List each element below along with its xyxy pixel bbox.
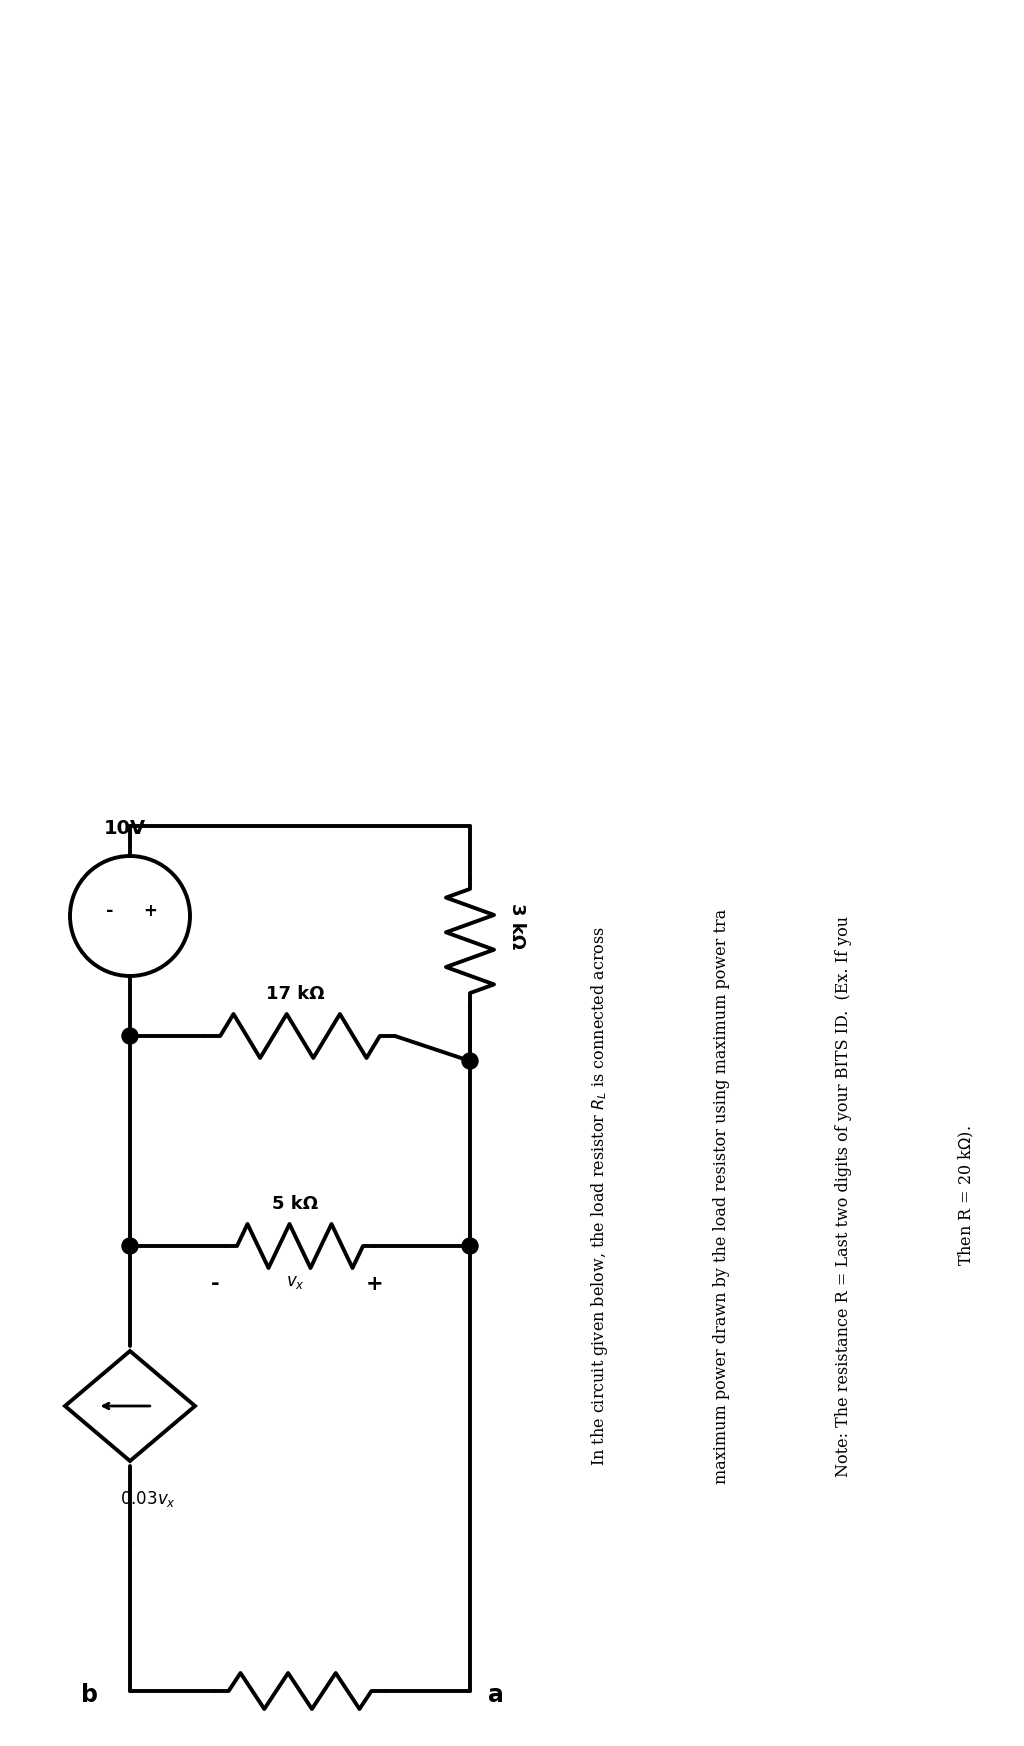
Text: +: + <box>367 1275 384 1294</box>
Text: 5 kΩ: 5 kΩ <box>272 1194 318 1213</box>
Text: b: b <box>81 1683 98 1708</box>
Circle shape <box>122 1028 138 1044</box>
Text: 3 kΩ: 3 kΩ <box>508 903 526 950</box>
Text: $v_x$: $v_x$ <box>286 1273 304 1290</box>
Text: 10V: 10V <box>104 819 146 838</box>
Text: maximum power drawn by the load resistor using maximum power tra: maximum power drawn by the load resistor… <box>714 908 730 1484</box>
Circle shape <box>462 1053 478 1069</box>
Text: -: - <box>211 1275 219 1294</box>
Circle shape <box>462 1238 478 1254</box>
Text: Then R = 20 k$\Omega$).: Then R = 20 k$\Omega$). <box>956 1126 976 1266</box>
Text: In the circuit given below, the load resistor $R_L$ is connected across: In the circuit given below, the load res… <box>590 925 610 1467</box>
Circle shape <box>122 1238 138 1254</box>
Text: $0.03v_x$: $0.03v_x$ <box>120 1489 176 1509</box>
Text: -: - <box>106 903 114 920</box>
Text: 17 kΩ: 17 kΩ <box>265 985 325 1002</box>
Text: a: a <box>488 1683 504 1708</box>
Text: +: + <box>143 903 157 920</box>
Text: Note: The resistance R = Last two digits of your BITS ID.  (Ex. If you: Note: The resistance R = Last two digits… <box>836 915 853 1477</box>
